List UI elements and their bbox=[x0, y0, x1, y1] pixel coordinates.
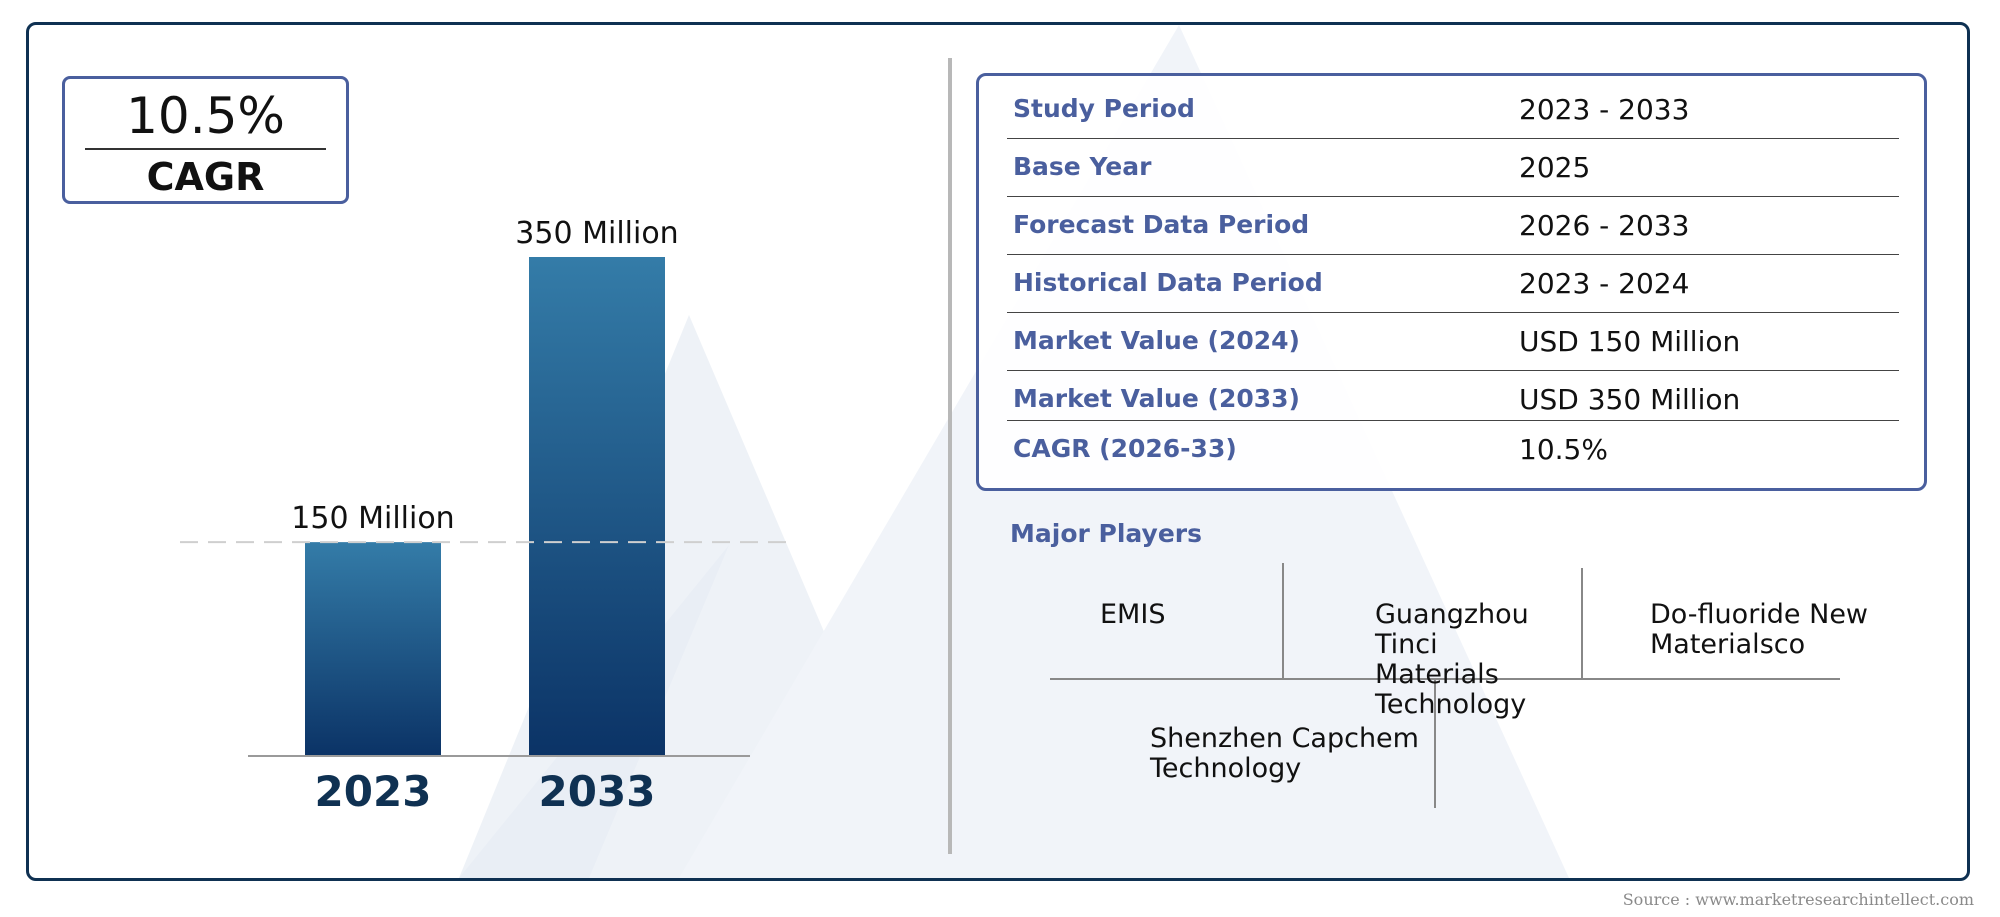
info-value: USD 150 Million bbox=[1519, 325, 1741, 358]
vertical-divider bbox=[948, 58, 952, 854]
info-value: 2026 - 2033 bbox=[1519, 209, 1690, 242]
info-value: 2023 - 2033 bbox=[1519, 93, 1690, 126]
info-value: 2025 bbox=[1519, 151, 1591, 184]
info-value: 10.5% bbox=[1519, 433, 1608, 466]
cagr-label: CAGR bbox=[146, 155, 265, 199]
market-info-table: Study Period 2023 - 2033 Base Year 2025 … bbox=[976, 73, 1927, 491]
info-row-cagr: CAGR (2026-33) 10.5% bbox=[1007, 420, 1899, 478]
info-label: Market Value (2024) bbox=[1013, 326, 1300, 355]
info-label: Forecast Data Period bbox=[1013, 210, 1310, 239]
player-shenzhen-capchem: Shenzhen Capchem Technology bbox=[1150, 723, 1419, 784]
category-label: 2023 bbox=[315, 767, 432, 816]
info-row-base-year: Base Year 2025 bbox=[1007, 138, 1899, 197]
info-row-forecast-period: Forecast Data Period 2026 - 2033 bbox=[1007, 196, 1899, 255]
info-row-market-value-2033: Market Value (2033) USD 350 Million bbox=[1007, 370, 1899, 421]
source-credit: Source : www.marketresearchintellect.com bbox=[1622, 890, 1974, 909]
info-label: Market Value (2033) bbox=[1013, 384, 1300, 413]
players-divider-2 bbox=[1581, 568, 1583, 678]
info-value: USD 350 Million bbox=[1519, 383, 1741, 416]
info-label: CAGR (2026-33) bbox=[1013, 434, 1237, 463]
bar-2023 bbox=[305, 542, 441, 756]
category-label: 2033 bbox=[539, 767, 656, 816]
info-label: Study Period bbox=[1013, 94, 1195, 123]
players-divider-3 bbox=[1434, 680, 1436, 808]
cagr-badge: 10.5% CAGR bbox=[62, 76, 349, 204]
bar-chart: 150 Million 2023 350 Million 2033 bbox=[180, 216, 790, 816]
info-row-study-period: Study Period 2023 - 2033 bbox=[1007, 80, 1899, 139]
player-guangzhou-tinci: Guangzhou Tinci Materials Technology bbox=[1375, 599, 1529, 720]
players-divider-1 bbox=[1282, 563, 1284, 678]
info-row-historical-period: Historical Data Period 2023 - 2024 bbox=[1007, 254, 1899, 313]
cagr-value: 10.5% bbox=[126, 87, 285, 145]
player-emis: EMIS bbox=[1100, 599, 1166, 630]
bar-value-label: 350 Million bbox=[515, 216, 678, 251]
major-players-title: Major Players bbox=[1010, 519, 1202, 548]
cagr-divider bbox=[85, 148, 326, 150]
info-label: Historical Data Period bbox=[1013, 268, 1323, 297]
bar-value-label: 150 Million bbox=[291, 501, 454, 536]
players-divider-horizontal bbox=[1050, 678, 1840, 680]
bar-2033 bbox=[529, 257, 665, 756]
info-row-market-value-2024: Market Value (2024) USD 150 Million bbox=[1007, 312, 1899, 371]
player-do-fluoride: Do-fluoride New Materialsco bbox=[1650, 599, 1869, 660]
info-label: Base Year bbox=[1013, 152, 1152, 181]
info-value: 2023 - 2024 bbox=[1519, 267, 1690, 300]
